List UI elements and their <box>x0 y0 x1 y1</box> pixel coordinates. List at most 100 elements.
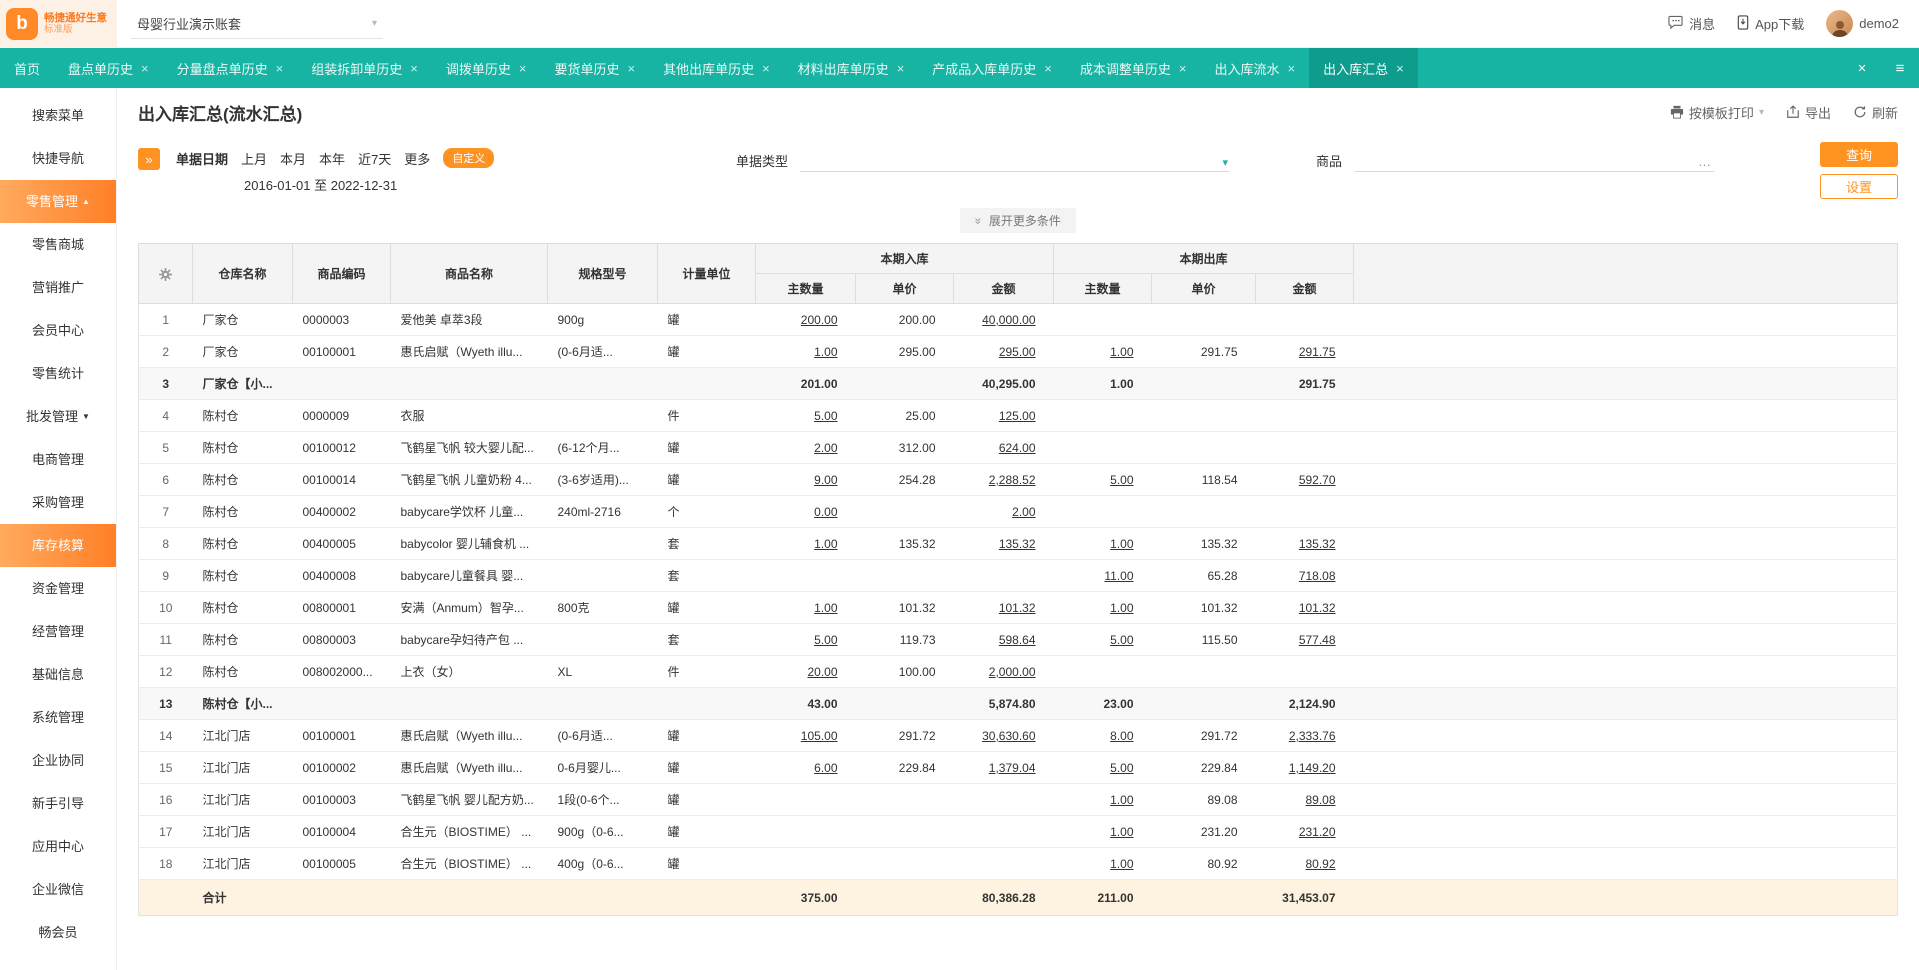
drilldown-link[interactable]: 592.70 <box>1298 472 1336 487</box>
drilldown-link[interactable]: 1.00 <box>814 536 838 551</box>
sidebar-item[interactable]: 新手引导 <box>0 782 116 825</box>
col-header-out-price[interactable]: 单价 <box>1151 273 1257 304</box>
drilldown-link[interactable]: 1.00 <box>814 344 838 359</box>
sidebar-item[interactable]: 会员中心 <box>0 309 116 352</box>
table-row[interactable]: 18 江北门店 00100005 合生元（BIOSTIME） ... 400g（0-6.… <box>138 847 1898 880</box>
table-row[interactable]: 8 陈村仓 00400005 babycolor 婴儿辅食机 ... 套 1.00 135.… <box>138 527 1898 560</box>
drilldown-link[interactable]: 0.00 <box>814 504 838 519</box>
table-row[interactable]: 15 江北门店 00100002 惠氏启赋（Wyeth illu... 0-6月婴儿..… <box>138 751 1898 784</box>
tab-item[interactable]: 要货单历史 × <box>540 48 649 88</box>
drilldown-link[interactable]: 11.00 <box>1104 568 1134 583</box>
date-range-value[interactable]: 2016-01-01 至 2022-12-31 <box>244 178 398 193</box>
table-row[interactable]: 9 陈村仓 00400008 babycare儿童餐具 婴... 套 11.00 65.28… <box>138 559 1898 592</box>
sidebar-item[interactable]: 库存核算 <box>0 524 116 567</box>
drilldown-link[interactable]: 40,000.00 <box>982 312 1036 327</box>
tab-item[interactable]: 材料出库单历史 × <box>784 48 919 88</box>
sidebar-item[interactable]: 零售管理 ▲ <box>0 180 116 223</box>
drilldown-link[interactable]: 125.00 <box>998 408 1036 423</box>
drilldown-link[interactable]: 30,630.60 <box>982 728 1036 743</box>
drilldown-link[interactable]: 2,333.76 <box>1288 728 1336 743</box>
tab-item[interactable]: 其他出库单历史 × <box>649 48 784 88</box>
tab-close-icon[interactable]: × <box>627 60 636 76</box>
col-header-warehouse[interactable]: 仓库名称 <box>192 243 293 304</box>
col-header-in-qty[interactable]: 主数量 <box>755 273 856 304</box>
account-select[interactable]: 母婴行业演示账套 ▾ <box>131 9 383 39</box>
quick-range-last-month[interactable]: 上月 <box>241 151 268 167</box>
drilldown-link[interactable]: 101.32 <box>1298 600 1336 615</box>
drilldown-link[interactable]: 5.00 <box>814 632 838 647</box>
subtotal-row[interactable]: 13 陈村仓【小... 43.00 5,874.80 23.00 2,124.90 <box>138 687 1898 720</box>
col-header-in-amount[interactable]: 金额 <box>952 273 1055 304</box>
drilldown-link[interactable]: 2.00 <box>814 440 838 455</box>
drilldown-link[interactable]: 5.00 <box>1110 472 1134 487</box>
collapse-filter-button[interactable]: » <box>138 148 160 170</box>
ellipsis-icon[interactable]: … <box>1698 154 1713 169</box>
drilldown-link[interactable]: 80.92 <box>1305 856 1336 871</box>
drilldown-link[interactable]: 1.00 <box>1110 856 1134 871</box>
tab-item[interactable]: 出入库汇总 × <box>1309 48 1418 88</box>
quick-range-more[interactable]: 更多 <box>404 151 431 167</box>
drilldown-link[interactable]: 1,149.20 <box>1288 760 1336 775</box>
drilldown-link[interactable]: 624.00 <box>998 440 1036 455</box>
drilldown-link[interactable]: 1,379.04 <box>988 760 1036 775</box>
column-settings-button[interactable] <box>138 243 193 304</box>
sidebar-item[interactable]: 企业协同 <box>0 739 116 782</box>
sidebar-item[interactable]: 经营管理 <box>0 610 116 653</box>
drilldown-link[interactable]: 1.00 <box>814 600 838 615</box>
table-row[interactable]: 4 陈村仓 0000009 衣服 件 5.00 25.00 125.00 <box>138 399 1898 432</box>
table-row[interactable]: 5 陈村仓 00100012 飞鹤星飞帆 较大婴儿配... (6-12个月... 罐 2.0… <box>138 431 1898 464</box>
doc-type-select[interactable]: ▾ <box>800 151 1231 172</box>
sidebar-item[interactable]: 应用中心 <box>0 825 116 868</box>
tab-item[interactable]: 分量盘点单历史 × <box>163 48 298 88</box>
drilldown-link[interactable]: 1.00 <box>1110 344 1134 359</box>
tab-item[interactable]: 首页 <box>0 48 54 88</box>
tab-item[interactable]: 成本调整单历史 × <box>1066 48 1201 88</box>
tab-item[interactable]: 盘点单历史 × <box>54 48 163 88</box>
sidebar-item[interactable]: 零售统计 <box>0 352 116 395</box>
sidebar-item[interactable]: 快捷导航 <box>0 137 116 180</box>
drilldown-link[interactable]: 6.00 <box>814 760 838 775</box>
table-row[interactable]: 16 江北门店 00100003 飞鹤星飞帆 婴儿配方奶... 1段(0-6个... 罐 1… <box>138 783 1898 816</box>
expand-more-button[interactable]: » 展开更多条件 <box>960 208 1076 233</box>
col-header-out-qty[interactable]: 主数量 <box>1053 273 1153 304</box>
drilldown-link[interactable]: 200.00 <box>800 312 838 327</box>
drilldown-link[interactable]: 89.08 <box>1305 792 1336 807</box>
tab-close-icon[interactable]: × <box>762 60 770 76</box>
table-row[interactable]: 10 陈村仓 00800001 安满（Anmum）智孕... 800克罐 1.00 101.… <box>138 591 1898 624</box>
tab-item[interactable]: 产成品入库单历史 × <box>918 48 1066 88</box>
app-download-button[interactable]: App下载 <box>1737 14 1804 33</box>
tab-close-icon[interactable]: × <box>410 60 418 76</box>
tab-close-icon[interactable]: × <box>1178 60 1187 76</box>
drilldown-link[interactable]: 5.00 <box>1110 760 1134 775</box>
col-header-out-amount[interactable]: 金额 <box>1255 273 1355 304</box>
sidebar-item[interactable]: 基础信息 <box>0 653 116 696</box>
table-row[interactable]: 1 厂家仓 0000003 爱他美 卓萃3段 900g 罐 200.00 200.00 40,0… <box>138 303 1898 336</box>
table-row[interactable]: 12 陈村仓 008002000... 上衣（女） XL 件 20.00 100.00 2,00… <box>138 655 1898 688</box>
sidebar-item[interactable]: 批发管理 ▼ <box>0 395 116 438</box>
tab-close-icon[interactable]: × <box>518 60 527 76</box>
drilldown-link[interactable]: 5.00 <box>814 408 838 423</box>
tab-menu-icon[interactable]: ≡ <box>1895 59 1905 77</box>
sidebar-item[interactable]: 企业微信 <box>0 868 116 911</box>
sidebar-item[interactable]: 畅会员 <box>0 911 116 954</box>
tab-close-icon[interactable]: × <box>141 60 149 76</box>
product-input[interactable]: … <box>1354 151 1715 172</box>
custom-range-badge[interactable]: 自定义 <box>443 148 495 168</box>
drilldown-link[interactable]: 1.00 <box>1110 600 1134 615</box>
sidebar-item[interactable]: 电商管理 <box>0 438 116 481</box>
drilldown-link[interactable]: 105.00 <box>800 728 838 743</box>
sidebar-item[interactable]: 营销推广 <box>0 266 116 309</box>
drilldown-link[interactable]: 295.00 <box>998 344 1036 359</box>
drilldown-link[interactable]: 2.00 <box>1012 504 1036 519</box>
drilldown-link[interactable]: 2,000.00 <box>988 664 1036 679</box>
tab-close-icon[interactable]: × <box>1396 60 1404 76</box>
print-by-template-button[interactable]: 按模板打印 ▾ <box>1670 103 1764 122</box>
drilldown-link[interactable]: 101.32 <box>998 600 1036 615</box>
table-row[interactable]: 11 陈村仓 00800003 babycare孕妇待产包 ... 套 5.00 119.7… <box>138 623 1898 656</box>
drilldown-link[interactable]: 8.00 <box>1110 728 1134 743</box>
tab-close-icon[interactable]: × <box>896 60 905 76</box>
sidebar-item[interactable]: 零售商城 <box>0 223 116 266</box>
drilldown-link[interactable]: 598.64 <box>998 632 1036 647</box>
drilldown-link[interactable]: 135.32 <box>1298 536 1336 551</box>
tab-item[interactable]: 调拨单历史 × <box>432 48 541 88</box>
